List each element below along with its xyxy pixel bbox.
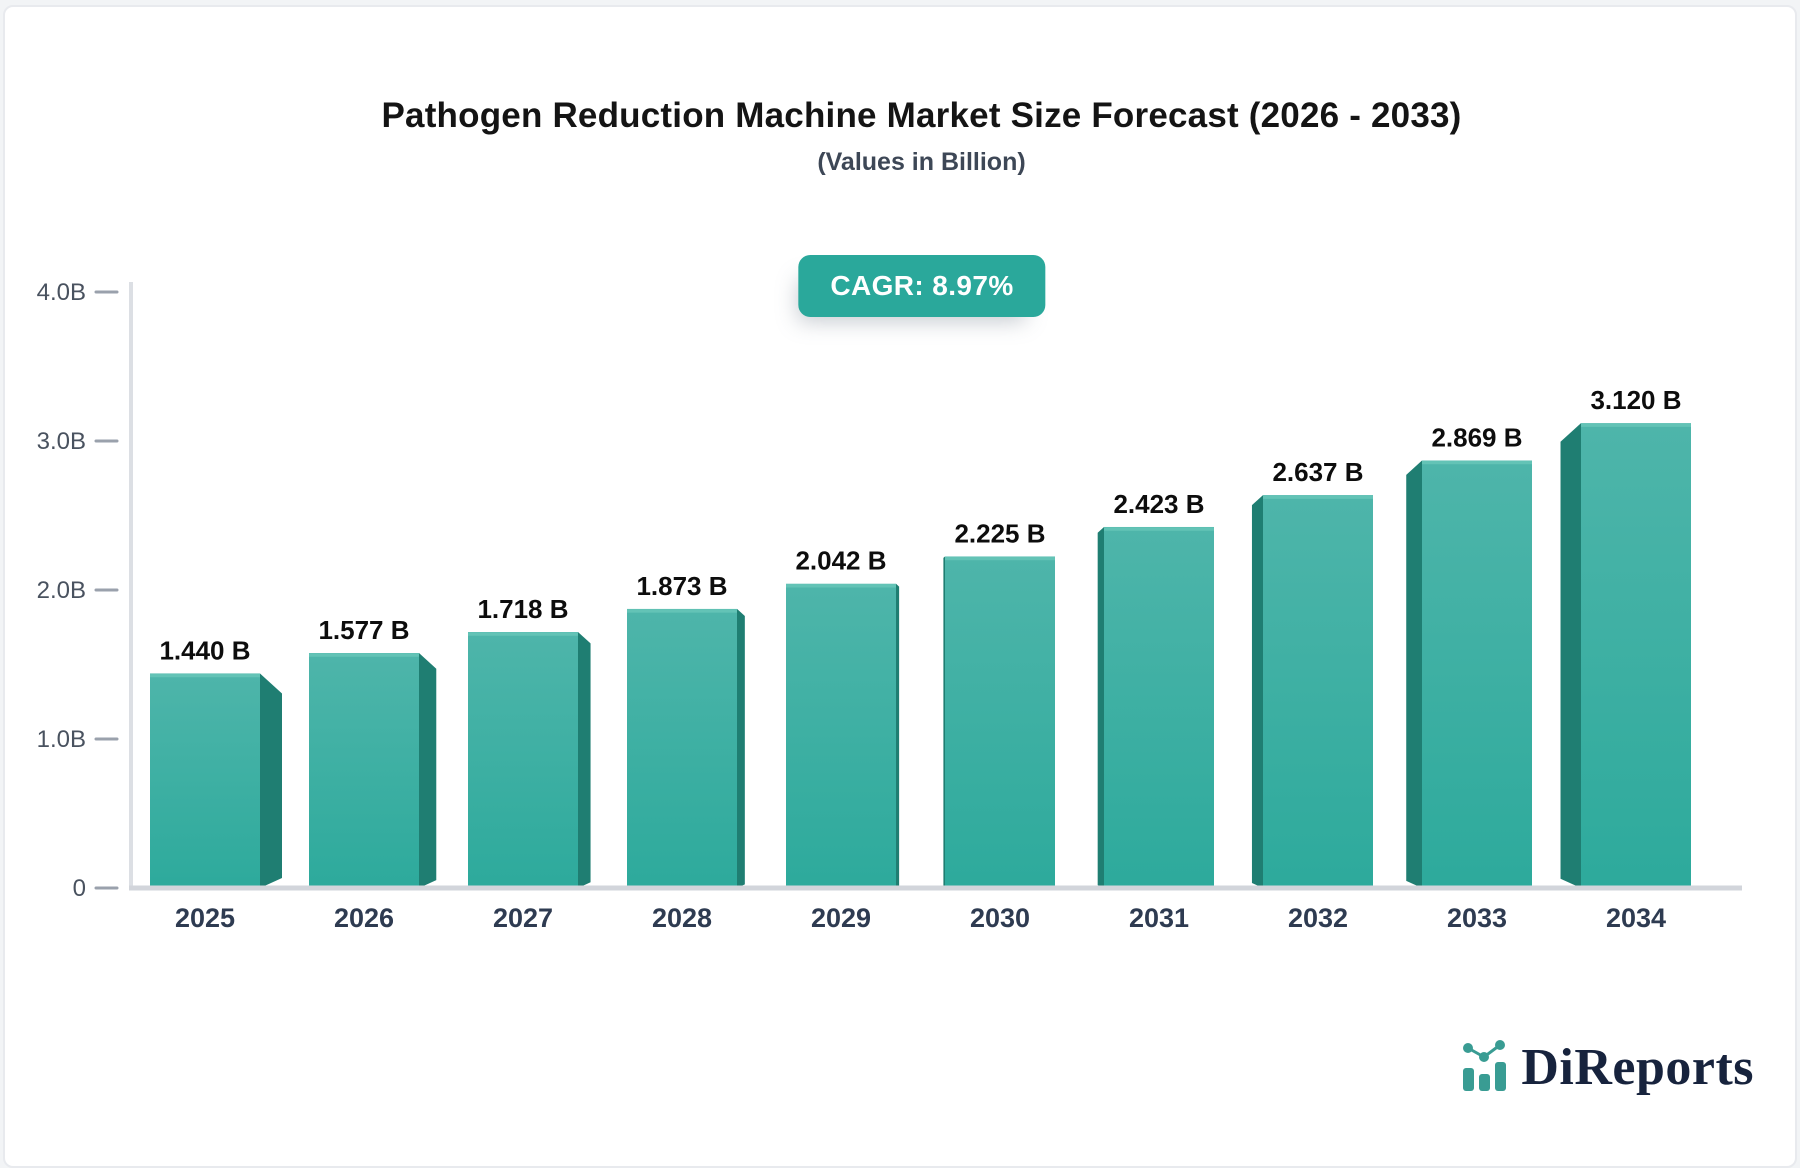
x-tick-label: 2031 — [1129, 903, 1189, 933]
x-tick-label: 2027 — [493, 903, 553, 933]
bar-side-face — [1560, 423, 1581, 888]
bar-side-face — [737, 608, 745, 888]
bar-value-label: 1.577 B — [318, 615, 409, 645]
x-tick-label: 2026 — [334, 903, 394, 933]
y-tick-label: 2.0B — [37, 577, 86, 604]
y-tick-label: 3.0B — [37, 428, 86, 455]
bar-value-label: 2.869 B — [1431, 423, 1522, 453]
x-tick-label: 2034 — [1606, 903, 1666, 933]
chart-subtitle: (Values in Billion) — [817, 148, 1026, 176]
y-tick-label: 1.0B — [37, 726, 86, 753]
mini-bar-chart-icon — [1463, 1040, 1507, 1091]
bar-2028 — [627, 608, 737, 888]
bar-2033 — [1422, 460, 1532, 888]
bar-value-label: 2.042 B — [795, 546, 886, 576]
bar-side-face — [260, 673, 282, 888]
bar-side-face — [578, 632, 591, 888]
bar-value-label: 1.873 B — [636, 571, 727, 601]
x-tick-label: 2032 — [1288, 903, 1348, 933]
bar-side-face — [943, 556, 945, 888]
y-tick-label: 4.0B — [37, 279, 86, 306]
x-tick-label: 2033 — [1447, 903, 1507, 933]
x-tick-label: 2028 — [652, 903, 712, 933]
bar-2030 — [945, 556, 1055, 888]
x-tick-label: 2025 — [175, 903, 235, 933]
bar-2026 — [309, 653, 419, 888]
bar-side-face — [1251, 495, 1263, 888]
bar-value-label: 2.637 B — [1272, 457, 1363, 487]
cagr-badge: CAGR: 8.97% — [798, 255, 1046, 317]
bar-side-face — [1406, 460, 1422, 888]
bar-2034 — [1581, 423, 1691, 888]
bar-2027 — [468, 632, 578, 888]
bar-2032 — [1263, 495, 1373, 888]
bar-value-label: 1.440 B — [159, 635, 250, 665]
bar-value-label: 2.423 B — [1113, 489, 1204, 519]
y-tick-label: 0 — [73, 875, 86, 902]
bar-2029 — [786, 583, 896, 888]
bar-side-face — [1097, 526, 1104, 888]
bar-side-face — [896, 583, 900, 888]
chart-title: Pathogen Reduction Machine Market Size F… — [381, 96, 1462, 135]
bar-side-face — [419, 653, 437, 888]
brand-logo-text: DiReports — [1521, 1039, 1754, 1096]
x-tick-label: 2030 — [970, 903, 1030, 933]
x-tick-label: 2029 — [811, 903, 871, 933]
bar-value-label: 1.718 B — [477, 594, 568, 624]
bar-value-label: 3.120 B — [1590, 385, 1681, 415]
bar-value-label: 2.225 B — [954, 518, 1045, 548]
brand-logo: DiReports — [1455, 1036, 1754, 1094]
bar-2025 — [150, 673, 260, 888]
bar-2031 — [1104, 526, 1214, 888]
